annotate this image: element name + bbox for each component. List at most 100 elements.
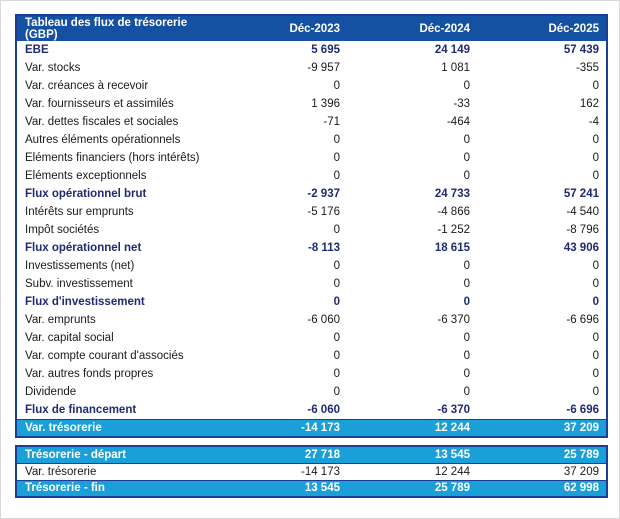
row-label: Var. autres fonds propres bbox=[25, 368, 154, 380]
row-value: 43 906 bbox=[563, 242, 599, 254]
row-label: Var. stocks bbox=[25, 62, 81, 74]
row-label: Investissements (net) bbox=[25, 260, 135, 272]
table-row: Var. trésorerie -14 173 12 244 37 209 bbox=[16, 419, 607, 437]
table-header-row: Tableau des flux de trésorerie (GBP) Déc… bbox=[16, 15, 607, 41]
summary-row: Trésorerie - départ 27 718 13 545 25 789 bbox=[16, 446, 607, 463]
row-value: 18 615 bbox=[434, 242, 470, 254]
row-label: Flux de financement bbox=[25, 403, 137, 416]
column-header-dec-2024: Déc-2024 bbox=[347, 15, 477, 41]
row-value: 13 545 bbox=[434, 448, 470, 461]
row-value: -4 bbox=[588, 116, 599, 128]
row-value: 0 bbox=[463, 260, 470, 272]
row-value: 0 bbox=[333, 332, 340, 344]
row-value: 0 bbox=[463, 80, 470, 92]
row-label: Dividende bbox=[25, 386, 77, 398]
table-row: Var. créances à recevoir 0 0 0 bbox=[16, 77, 607, 95]
row-label: Var. dettes fiscales et sociales bbox=[25, 116, 179, 128]
treasury-summary-table: Trésorerie - départ 27 718 13 545 25 789 Var… bbox=[15, 445, 608, 498]
row-value: 0 bbox=[592, 170, 599, 182]
row-label: Var. emprunts bbox=[25, 314, 96, 326]
cash-flow-table-body: EBE 5 695 24 149 57 439 Var. stocks -9 957 1 0… bbox=[16, 41, 607, 437]
row-value: 12 244 bbox=[434, 421, 470, 434]
row-value: 1 396 bbox=[311, 98, 340, 110]
row-value: 0 bbox=[333, 80, 340, 92]
row-value: 0 bbox=[463, 368, 470, 380]
row-value: 62 998 bbox=[563, 482, 599, 495]
row-value: 0 bbox=[463, 170, 470, 182]
row-value: 25 789 bbox=[563, 448, 599, 461]
row-value: -6 370 bbox=[437, 314, 470, 326]
table-row: Intérêts sur emprunts -5 176 -4 866 -4 540 bbox=[16, 203, 607, 221]
row-label: Var. créances à recevoir bbox=[25, 80, 149, 92]
row-value: 162 bbox=[579, 98, 599, 110]
row-label: Subv. investissement bbox=[25, 278, 133, 290]
row-value: -5 176 bbox=[307, 206, 340, 218]
row-value: -464 bbox=[446, 116, 470, 128]
table-row: Flux opérationnel brut -2 937 24 733 57 241 bbox=[16, 185, 607, 203]
row-value: 0 bbox=[463, 278, 470, 290]
row-value: -355 bbox=[575, 62, 599, 74]
row-value: 0 bbox=[592, 332, 599, 344]
row-value: 13 545 bbox=[304, 482, 340, 495]
row-value: 0 bbox=[333, 170, 340, 182]
row-value: -6 060 bbox=[307, 403, 340, 416]
row-value: 0 bbox=[592, 368, 599, 380]
row-value: 0 bbox=[463, 386, 470, 398]
row-value: 0 bbox=[463, 152, 470, 164]
row-label: Flux opérationnel net bbox=[25, 242, 142, 254]
row-value: 0 bbox=[333, 278, 340, 290]
table-row: Var. compte courant d'associés 0 0 0 bbox=[16, 347, 607, 365]
table-row: Var. dettes fiscales et sociales -71 -464 -… bbox=[16, 113, 607, 131]
column-header-dec-2025: Déc-2025 bbox=[477, 15, 607, 41]
row-value: 0 bbox=[592, 152, 599, 164]
row-label: Impôt sociétés bbox=[25, 224, 100, 236]
row-value: 0 bbox=[463, 350, 470, 362]
table-row: Dividende 0 0 0 bbox=[16, 383, 607, 401]
column-header-dec-2023: Déc-2023 bbox=[217, 15, 347, 41]
row-label: Var. trésorerie bbox=[25, 421, 102, 434]
row-value: 0 bbox=[333, 260, 340, 272]
row-value: -1 252 bbox=[437, 224, 470, 236]
row-label: Trésorerie - fin bbox=[25, 482, 105, 495]
table-row: Flux opérationnel net -8 113 18 615 43 906 bbox=[16, 239, 607, 257]
row-label: Flux d'investissement bbox=[25, 296, 145, 308]
treasury-summary-table-body: Trésorerie - départ 27 718 13 545 25 789 Var… bbox=[16, 446, 607, 497]
row-value: 0 bbox=[333, 224, 340, 236]
row-label: Trésorerie - départ bbox=[25, 448, 126, 461]
row-value: 57 439 bbox=[563, 44, 599, 56]
row-label: Var. capital social bbox=[25, 332, 114, 344]
row-value: -14 173 bbox=[300, 465, 340, 478]
row-value: -4 866 bbox=[437, 206, 470, 218]
row-value: -8 796 bbox=[566, 224, 599, 236]
row-value: 24 733 bbox=[434, 188, 470, 200]
row-value: 0 bbox=[463, 332, 470, 344]
table-row: Subv. investissement 0 0 0 bbox=[16, 275, 607, 293]
row-value: -4 540 bbox=[566, 206, 599, 218]
row-value: 0 bbox=[333, 386, 340, 398]
row-label: Intérêts sur emprunts bbox=[25, 206, 134, 218]
table-row: Var. fournisseurs et assimilés 1 396 -33 16… bbox=[16, 95, 607, 113]
table-row: Var. emprunts -6 060 -6 370 -6 696 bbox=[16, 311, 607, 329]
row-value: 24 149 bbox=[434, 44, 470, 56]
row-value: 0 bbox=[592, 134, 599, 146]
row-value: -6 696 bbox=[566, 314, 599, 326]
row-value: 0 bbox=[592, 260, 599, 272]
row-value: 37 209 bbox=[563, 465, 599, 478]
row-label: Autres éléments opérationnels bbox=[25, 134, 181, 146]
summary-row: Var. trésorerie -14 173 12 244 37 209 bbox=[16, 463, 607, 480]
row-value: -14 173 bbox=[300, 421, 340, 434]
row-label: Flux opérationnel brut bbox=[25, 188, 147, 200]
row-value: -71 bbox=[323, 116, 340, 128]
table-row: Var. autres fonds propres 0 0 0 bbox=[16, 365, 607, 383]
row-value: 27 718 bbox=[304, 448, 340, 461]
table-title: Tableau des flux de trésorerie (GBP) bbox=[16, 15, 217, 41]
row-value: -33 bbox=[453, 98, 470, 110]
row-value: -9 957 bbox=[307, 62, 340, 74]
row-label: Eléments financiers (hors intérêts) bbox=[25, 152, 200, 164]
row-label: Var. trésorerie bbox=[25, 465, 97, 478]
row-value: -8 113 bbox=[308, 242, 340, 254]
table-row: Investissements (net) 0 0 0 bbox=[16, 257, 607, 275]
row-value: 37 209 bbox=[563, 421, 599, 434]
table-row: EBE 5 695 24 149 57 439 bbox=[16, 41, 607, 59]
